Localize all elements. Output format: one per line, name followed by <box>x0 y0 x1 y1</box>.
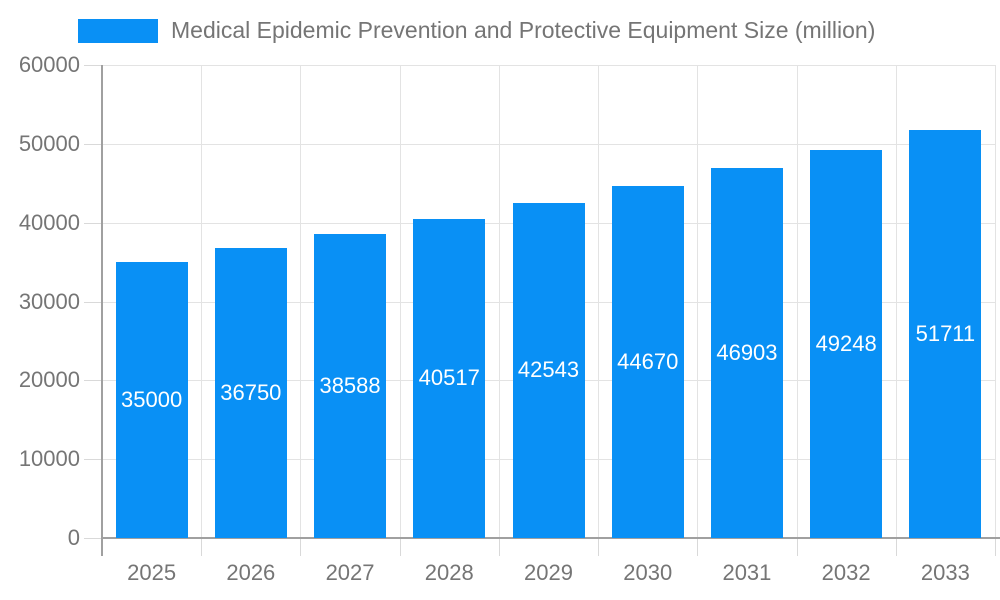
x-axis-tick <box>995 538 996 556</box>
gridline-vertical <box>895 65 897 538</box>
bar-value-label: 46903 <box>716 340 778 366</box>
y-axis-label: 50000 <box>18 130 80 156</box>
x-axis-tick <box>498 538 500 556</box>
x-axis-line <box>102 537 1000 539</box>
y-axis-tick <box>84 380 102 382</box>
bar-2030[interactable]: 44670 <box>611 185 684 538</box>
bar-value-label: 38588 <box>319 372 381 398</box>
y-axis-tick <box>84 538 102 539</box>
x-axis-tick <box>201 538 203 556</box>
bar-2031[interactable]: 46903 <box>710 168 783 538</box>
gridline-vertical <box>300 65 302 538</box>
x-axis-label-2030: 2030 <box>623 560 673 585</box>
y-axis-tick <box>84 65 102 66</box>
bar-value-label: 49248 <box>815 330 877 356</box>
y-axis-tick <box>84 301 102 303</box>
y-axis-label: 30000 <box>18 288 80 314</box>
legend-label: Medical Epidemic Prevention and Protecti… <box>171 17 876 43</box>
bar-value-label: 42543 <box>517 357 580 383</box>
bar-value-label: 35000 <box>121 387 183 413</box>
x-axis-tick <box>796 538 798 556</box>
gridline-vertical <box>399 65 401 538</box>
gridline-horizontal <box>102 65 995 66</box>
y-axis-tick <box>84 222 102 224</box>
bar-2032[interactable]: 49248 <box>810 149 883 538</box>
chart-legend[interactable]: Medical Epidemic Prevention and Protecti… <box>78 17 875 44</box>
bar-value-label: 36750 <box>220 380 282 406</box>
x-axis-label-2028: 2028 <box>424 560 474 585</box>
y-axis-tick <box>84 459 102 461</box>
bar-2025[interactable]: 35000 <box>115 262 188 538</box>
bar-2028[interactable]: 40517 <box>413 218 486 538</box>
gridline-vertical <box>796 65 798 538</box>
bar-2027[interactable]: 38588 <box>314 233 387 538</box>
gridline-vertical <box>598 65 600 538</box>
legend-swatch <box>78 18 158 43</box>
bar-value-label: 51711 <box>915 321 976 347</box>
y-axis-label: 0 <box>67 525 80 550</box>
bar-2033[interactable]: 51711 <box>909 130 982 538</box>
gridline-vertical <box>697 65 699 538</box>
y-axis-label: 10000 <box>18 446 80 472</box>
gridline-vertical <box>995 65 996 538</box>
x-axis-label-2027: 2027 <box>325 560 375 585</box>
bar-2026[interactable]: 36750 <box>214 248 287 538</box>
y-axis-line <box>101 65 103 556</box>
x-axis-tick <box>697 538 699 556</box>
x-axis-label-2029: 2029 <box>524 560 573 585</box>
x-axis-label-2032: 2032 <box>821 560 871 585</box>
x-axis-label-2026: 2026 <box>226 560 276 585</box>
x-axis-label-2031: 2031 <box>722 560 772 585</box>
x-axis-tick <box>300 538 302 556</box>
y-axis-tick <box>84 143 102 145</box>
x-axis-tick <box>895 538 897 556</box>
gridline-horizontal <box>102 143 995 145</box>
bar-2029[interactable]: 42543 <box>512 202 585 538</box>
gridline-vertical <box>201 65 203 538</box>
bar-value-label: 44670 <box>617 348 679 374</box>
x-axis-tick <box>399 538 401 556</box>
gridline-vertical <box>498 65 500 538</box>
x-axis-label-2033: 2033 <box>920 560 970 585</box>
x-axis-tick <box>598 538 600 556</box>
x-axis-label-2025: 2025 <box>127 560 177 585</box>
y-axis-label: 60000 <box>18 52 80 77</box>
y-axis-label: 20000 <box>18 367 80 393</box>
y-axis-label: 40000 <box>18 209 80 235</box>
bar-value-label: 40517 <box>418 365 480 391</box>
